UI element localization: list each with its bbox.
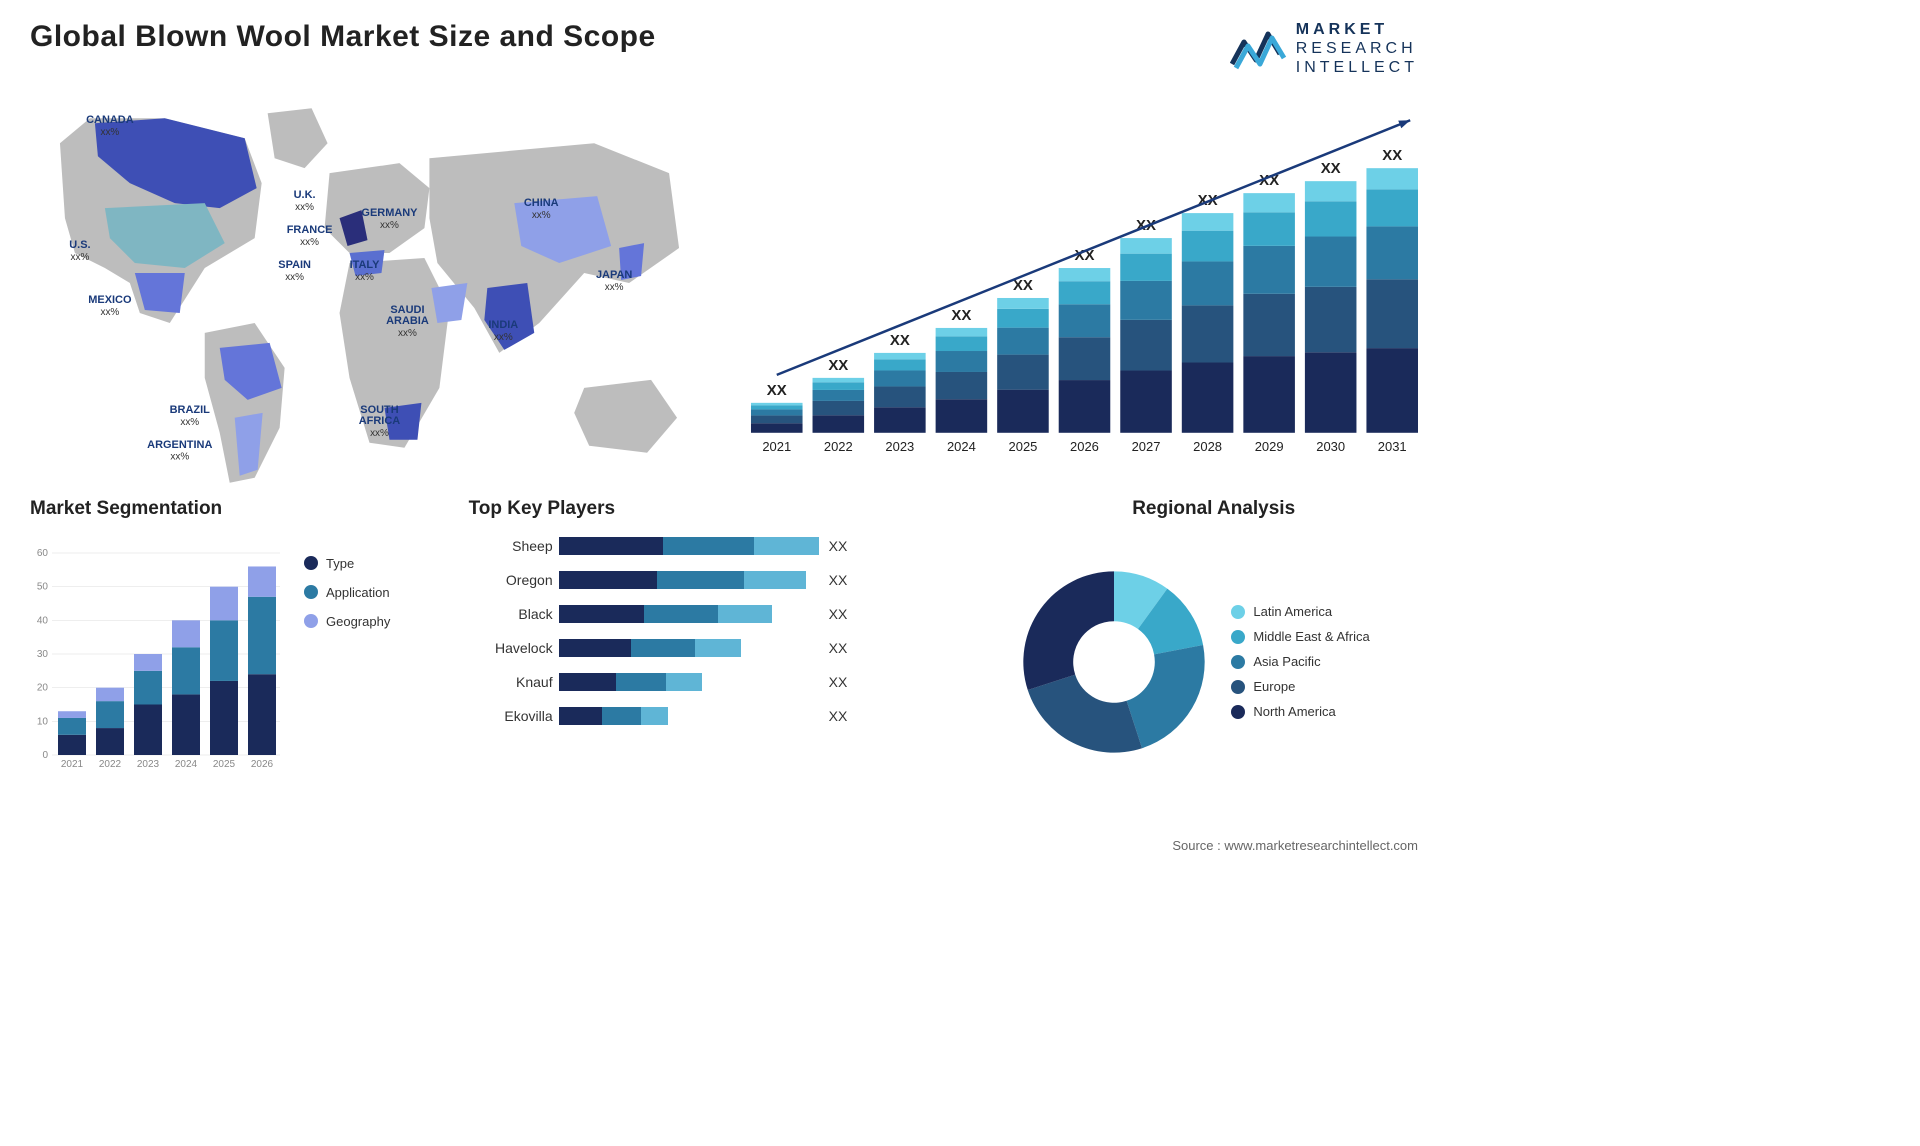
key-player-row: EkovillaXX bbox=[469, 702, 980, 730]
svg-text:GERMANY: GERMANY bbox=[361, 207, 418, 219]
segmentation-legend-item: Application bbox=[304, 585, 390, 600]
svg-text:xx%: xx% bbox=[398, 327, 417, 338]
svg-text:2026: 2026 bbox=[1070, 438, 1099, 453]
svg-text:xx%: xx% bbox=[380, 220, 399, 231]
svg-text:20: 20 bbox=[37, 682, 49, 693]
svg-text:2023: 2023 bbox=[137, 759, 160, 770]
svg-text:2030: 2030 bbox=[1316, 438, 1345, 453]
svg-text:xx%: xx% bbox=[605, 282, 624, 293]
svg-text:40: 40 bbox=[37, 615, 49, 626]
key-player-row: BlackXX bbox=[469, 600, 980, 628]
regional-panel: Regional Analysis Latin America Middle Ea… bbox=[1009, 498, 1418, 798]
svg-text:xx%: xx% bbox=[180, 416, 199, 427]
svg-text:xx%: xx% bbox=[100, 307, 119, 318]
svg-text:0: 0 bbox=[42, 750, 48, 761]
svg-text:2022: 2022 bbox=[824, 438, 853, 453]
svg-text:2022: 2022 bbox=[99, 759, 122, 770]
svg-text:XX: XX bbox=[1321, 160, 1341, 177]
svg-text:xx%: xx% bbox=[355, 272, 374, 283]
svg-text:XX: XX bbox=[828, 356, 848, 373]
svg-text:2031: 2031 bbox=[1378, 438, 1407, 453]
svg-text:CHINA: CHINA bbox=[524, 197, 559, 209]
svg-text:INDIA: INDIA bbox=[488, 319, 518, 331]
regional-legend-item: Europe bbox=[1231, 679, 1369, 694]
svg-text:2027: 2027 bbox=[1132, 438, 1161, 453]
svg-text:2021: 2021 bbox=[61, 759, 84, 770]
key-players-panel: Top Key Players SheepXX OregonXX BlackXX Ha… bbox=[469, 498, 980, 798]
key-players-title: Top Key Players bbox=[469, 498, 980, 520]
svg-text:50: 50 bbox=[37, 581, 49, 592]
page-title: Global Blown Wool Market Size and Scope bbox=[30, 20, 656, 54]
regional-legend-item: Middle East & Africa bbox=[1231, 629, 1369, 644]
svg-text:xx%: xx% bbox=[300, 237, 319, 248]
svg-text:xx%: xx% bbox=[170, 451, 189, 462]
svg-text:xx%: xx% bbox=[494, 331, 513, 342]
svg-text:SPAIN: SPAIN bbox=[278, 259, 311, 271]
key-player-row: HavelockXX bbox=[469, 634, 980, 662]
logo-line2: RESEARCH bbox=[1296, 39, 1418, 58]
svg-text:CANADA: CANADA bbox=[86, 114, 134, 126]
logo-icon bbox=[1230, 24, 1288, 74]
svg-text:ARABIA: ARABIA bbox=[386, 315, 429, 327]
svg-text:2026: 2026 bbox=[251, 759, 274, 770]
svg-text:2028: 2028 bbox=[1193, 438, 1222, 453]
svg-text:2021: 2021 bbox=[762, 438, 791, 453]
logo-line3: INTELLECT bbox=[1296, 58, 1418, 77]
growth-chart-panel: XX2021XX2022XX2023XX2024XX2025XX2026XX20… bbox=[739, 88, 1418, 488]
key-player-row: OregonXX bbox=[469, 566, 980, 594]
segmentation-legend-item: Geography bbox=[304, 614, 390, 629]
svg-text:ARGENTINA: ARGENTINA bbox=[147, 438, 212, 450]
regional-legend-item: Latin America bbox=[1231, 604, 1369, 619]
svg-text:ITALY: ITALY bbox=[350, 259, 381, 271]
svg-text:U.S.: U.S. bbox=[69, 239, 90, 251]
brand-logo: MARKET RESEARCH INTELLECT bbox=[1230, 20, 1418, 78]
regional-legend-item: Asia Pacific bbox=[1231, 654, 1369, 669]
svg-text:xx%: xx% bbox=[71, 252, 90, 263]
svg-text:BRAZIL: BRAZIL bbox=[170, 403, 211, 415]
svg-text:2024: 2024 bbox=[175, 759, 198, 770]
svg-text:AFRICA: AFRICA bbox=[359, 414, 401, 426]
svg-text:2025: 2025 bbox=[213, 759, 236, 770]
svg-text:XX: XX bbox=[890, 331, 910, 348]
svg-text:30: 30 bbox=[37, 649, 49, 660]
segmentation-legend-item: Type bbox=[304, 556, 390, 571]
source-text: Source : www.marketresearchintellect.com bbox=[1172, 838, 1418, 853]
svg-text:MEXICO: MEXICO bbox=[88, 294, 132, 306]
svg-text:JAPAN: JAPAN bbox=[596, 269, 632, 281]
svg-text:xx%: xx% bbox=[532, 210, 551, 221]
svg-text:xx%: xx% bbox=[100, 127, 119, 138]
svg-text:XX: XX bbox=[1382, 147, 1402, 164]
svg-text:XX: XX bbox=[767, 381, 787, 398]
svg-text:XX: XX bbox=[951, 307, 971, 324]
key-player-row: SheepXX bbox=[469, 532, 980, 560]
svg-text:2025: 2025 bbox=[1009, 438, 1038, 453]
svg-text:U.K.: U.K. bbox=[294, 189, 316, 201]
svg-text:10: 10 bbox=[37, 716, 49, 727]
svg-text:2024: 2024 bbox=[947, 438, 976, 453]
world-map-panel: CANADAxx%U.S.xx%MEXICOxx%BRAZILxx%ARGENT… bbox=[30, 88, 709, 488]
svg-text:xx%: xx% bbox=[370, 427, 389, 438]
svg-text:xx%: xx% bbox=[285, 272, 304, 283]
key-player-row: KnaufXX bbox=[469, 668, 980, 696]
svg-text:FRANCE: FRANCE bbox=[287, 224, 333, 236]
regional-legend-item: North America bbox=[1231, 704, 1369, 719]
svg-text:2023: 2023 bbox=[885, 438, 914, 453]
regional-title: Regional Analysis bbox=[1009, 498, 1418, 520]
segmentation-title: Market Segmentation bbox=[30, 498, 439, 520]
svg-text:xx%: xx% bbox=[295, 202, 314, 213]
svg-text:60: 60 bbox=[37, 548, 49, 559]
logo-line1: MARKET bbox=[1296, 20, 1418, 39]
svg-text:2029: 2029 bbox=[1255, 438, 1284, 453]
segmentation-panel: Market Segmentation 0 10 20 30 40 50 60 2021 202… bbox=[30, 498, 439, 798]
